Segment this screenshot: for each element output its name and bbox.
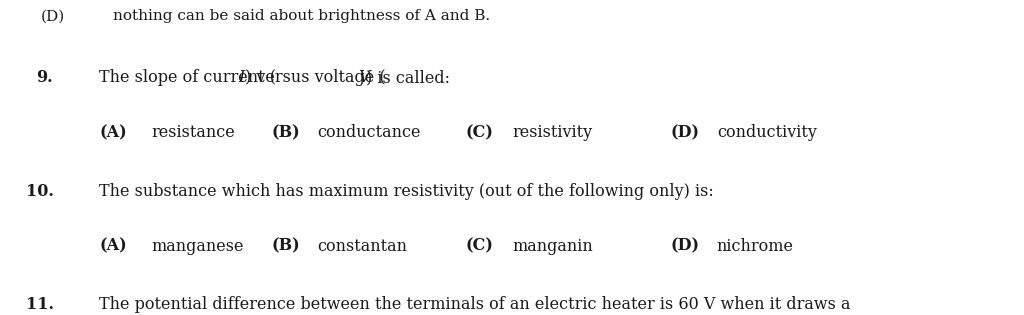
Text: 10.: 10.: [26, 183, 53, 200]
Text: The slope of current (: The slope of current (: [99, 69, 276, 86]
Text: The substance which has maximum resistivity (out of the following only) is:: The substance which has maximum resistiv…: [99, 183, 714, 200]
Text: (C): (C): [466, 124, 494, 141]
Text: (A): (A): [99, 124, 127, 141]
Text: 11.: 11.: [26, 296, 53, 313]
Text: (C): (C): [466, 238, 494, 255]
Text: (B): (B): [271, 124, 300, 141]
Text: (D): (D): [41, 9, 66, 23]
Text: (B): (B): [271, 238, 300, 255]
Text: I: I: [238, 69, 245, 86]
Text: ) versus voltage (: ) versus voltage (: [245, 69, 386, 86]
Text: nothing can be said about brightness of A and B.: nothing can be said about brightness of …: [113, 9, 489, 23]
Text: conductance: conductance: [317, 124, 421, 141]
Text: resistivity: resistivity: [512, 124, 592, 141]
Text: (A): (A): [99, 238, 127, 255]
Text: conductivity: conductivity: [717, 124, 817, 141]
Text: V: V: [358, 69, 370, 86]
Text: constantan: constantan: [317, 238, 408, 255]
Text: resistance: resistance: [152, 124, 236, 141]
Text: nichrome: nichrome: [717, 238, 794, 255]
Text: The potential difference between the terminals of an electric heater is 60 V whe: The potential difference between the ter…: [99, 296, 851, 313]
Text: 9.: 9.: [36, 69, 52, 86]
Text: ) is called:: ) is called:: [366, 69, 450, 86]
Text: manganin: manganin: [512, 238, 593, 255]
Text: manganese: manganese: [152, 238, 244, 255]
Text: (D): (D): [671, 238, 699, 255]
Text: (D): (D): [671, 124, 699, 141]
